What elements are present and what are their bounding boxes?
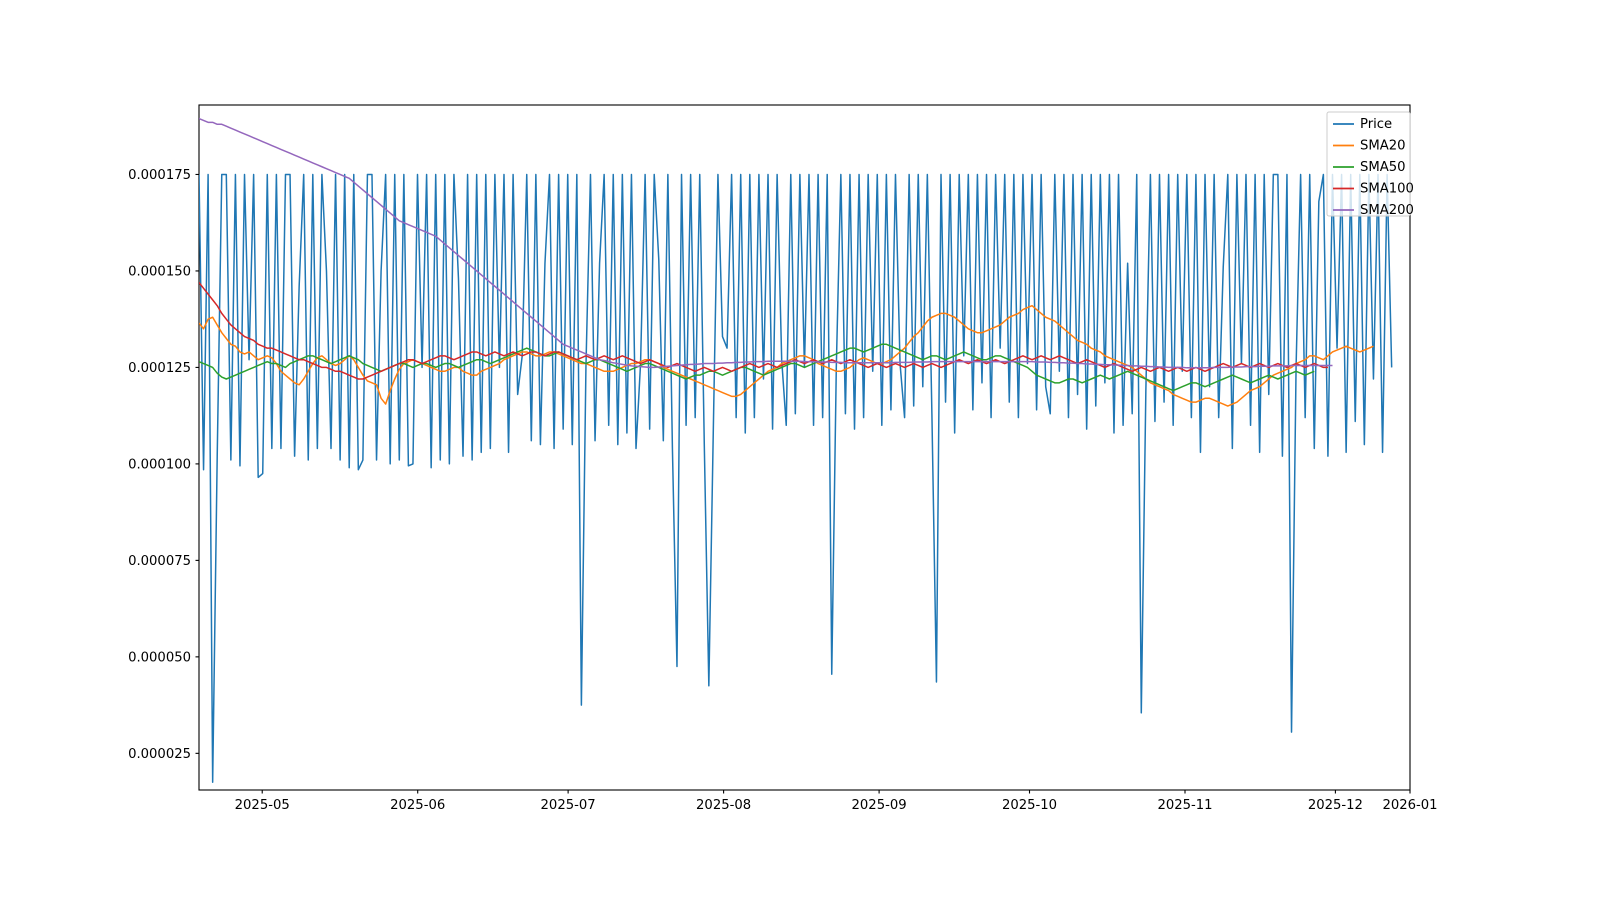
y-tick-label: 0.000125 [128,361,191,376]
chart-legend: Price SMA20 SMA50 SMA100 SMA200 [1326,111,1414,218]
axes-spines [198,104,1411,791]
x-tick-label: 2025-11 [1157,798,1212,813]
x-axis: 2025-05 2025-06 2025-07 2025-08 2025-09 2025-… [235,790,1438,813]
y-tick-label: 0.000075 [128,554,191,569]
x-tick-label: 2025-06 [390,798,445,813]
legend-label-sma20: SMA20 [1360,139,1406,154]
legend-label-sma50: SMA50 [1360,160,1406,175]
y-tick-label: 0.000025 [128,747,191,762]
x-tick-label: 2025-08 [696,798,751,813]
x-tick-label: 2025-10 [1002,798,1057,813]
x-tick-label: 2025-09 [852,798,907,813]
legend-label-sma200: SMA200 [1360,203,1414,218]
y-tick-label: 0.000175 [128,168,191,183]
y-tick-label: 0.000150 [128,265,191,280]
y-axis: 0.000025 0.000050 0.000075 0.000100 0.000125… [128,168,199,762]
x-tick-label: 2025-12 [1308,798,1363,813]
x-tick-label: 2025-05 [235,798,290,813]
series-group [199,117,1393,784]
x-tick-label: 2026-01 [1382,798,1437,813]
series-line-sma200 [199,117,1333,369]
y-tick-label: 0.000100 [128,458,191,473]
legend-label-sma100: SMA100 [1360,182,1414,197]
legend-label-price: Price [1360,117,1392,132]
legend-background [1326,111,1411,217]
series-line-price [199,173,1393,784]
series-line-sma100 [199,282,1328,380]
y-tick-label: 0.000050 [128,650,191,665]
x-tick-label: 2025-07 [541,798,596,813]
